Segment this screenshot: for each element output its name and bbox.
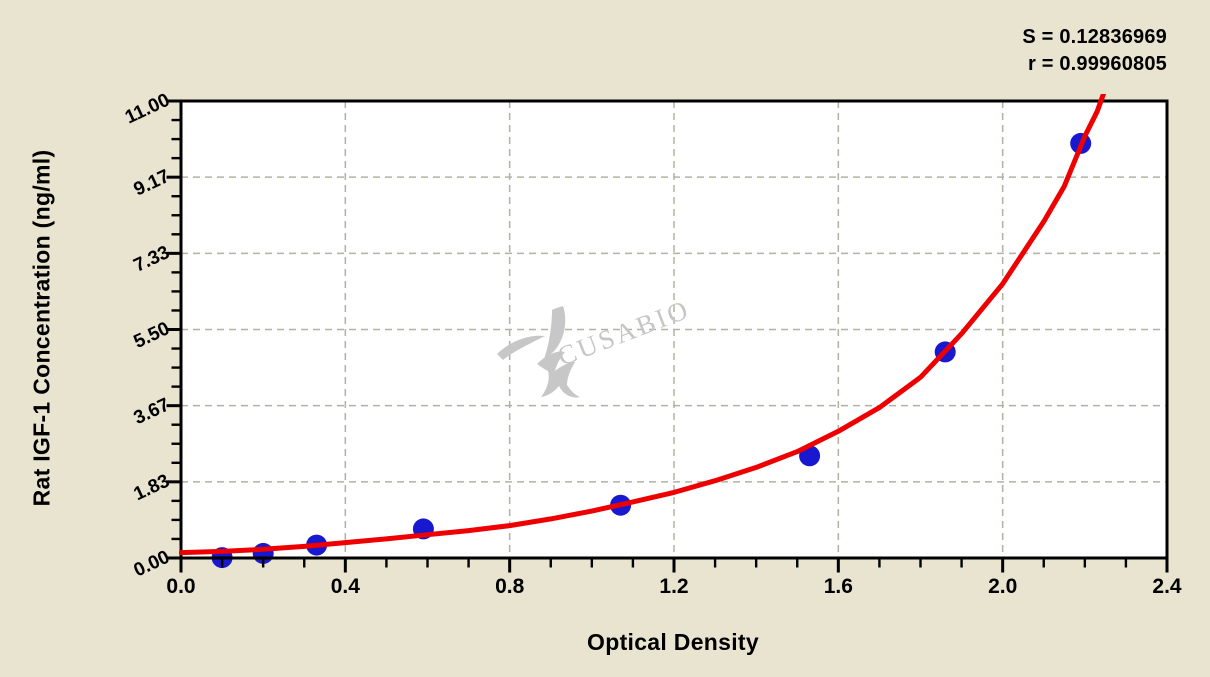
y-tick-label: 5.50 [131, 318, 173, 353]
fit-s-value: S = 0.12836969 [1022, 26, 1167, 48]
x-tick-label: 0.8 [495, 575, 525, 598]
cusabio-logo-icon [497, 306, 580, 398]
fit-r-value: r = 0.99960805 [1027, 53, 1167, 75]
y-axis-title: Rat IGF-1 Concentration (ng/ml) [28, 149, 55, 507]
y-tick-label: 9.17 [131, 166, 173, 201]
fit-curve-clip [179, 94, 1107, 556]
y-tick-label: 1.83 [131, 470, 173, 505]
x-axis-title: Optical Density [587, 629, 759, 655]
gridlines [181, 101, 1167, 558]
x-tick-label: 0.4 [331, 575, 361, 598]
tick-labels: 0.0 0.4 0.8 1.2 1.6 2.0 2.40.001.833.675.507.3… [122, 90, 1182, 598]
y-tick-label: 3.67 [131, 394, 173, 429]
x-tick-label: 1.2 [659, 575, 688, 598]
x-tick-label: 2.0 [988, 575, 1017, 598]
fit-curve [179, 94, 1107, 556]
plot-border [179, 99, 1169, 560]
x-tick-label: 2.4 [1152, 575, 1182, 598]
fit-curve-line [179, 94, 1107, 556]
x-tick-label: 1.6 [824, 575, 853, 598]
axes-frame [166, 99, 1169, 573]
y-tick-label: 7.33 [131, 242, 173, 277]
y-tick-label: 11.00 [122, 90, 173, 129]
x-tick-label: 0.0 [166, 575, 195, 598]
